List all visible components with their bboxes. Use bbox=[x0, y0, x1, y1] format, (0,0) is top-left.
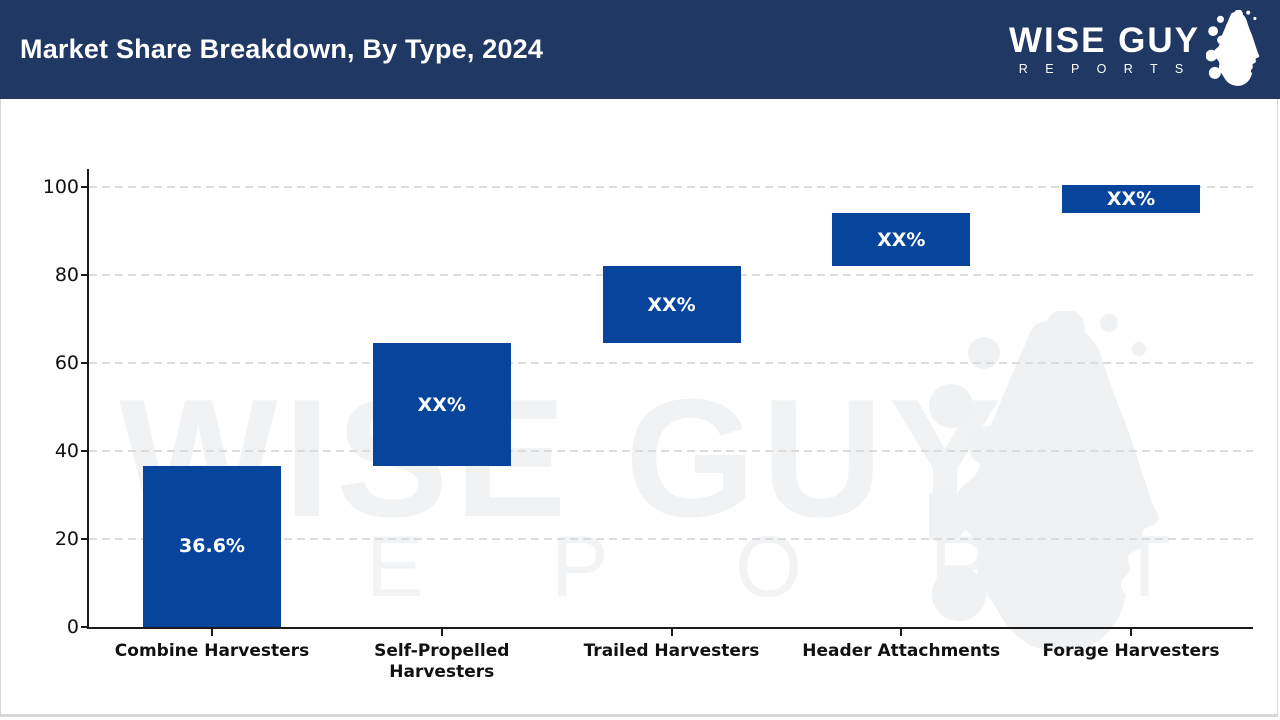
x-category-label-3: Header Attachments bbox=[802, 641, 1001, 661]
y-tick-label-100: 100 bbox=[42, 176, 79, 198]
bar-value-label-0: 36.6% bbox=[179, 535, 245, 558]
bar-value-label-3: XX% bbox=[877, 228, 926, 251]
brand-face-icon bbox=[1206, 9, 1260, 86]
x-tick-4 bbox=[1130, 629, 1132, 636]
y-tick-80 bbox=[81, 274, 89, 276]
gridline-20 bbox=[89, 538, 1253, 540]
page-title: Market Share Breakdown, By Type, 2024 bbox=[20, 34, 544, 64]
x-tick-1 bbox=[440, 629, 443, 636]
x-tick-3 bbox=[900, 629, 903, 636]
y-axis-line bbox=[87, 169, 89, 629]
y-tick-label-60: 60 bbox=[54, 352, 79, 374]
brand-name: WISE GUY bbox=[1008, 21, 1200, 61]
bar-value-label-1: XX% bbox=[417, 393, 466, 416]
y-tick-label-80: 80 bbox=[54, 264, 79, 286]
x-category-label-2: Trailed Harvesters bbox=[583, 641, 760, 661]
y-tick-60 bbox=[81, 362, 89, 364]
gridline-40 bbox=[89, 450, 1253, 452]
y-tick-40 bbox=[81, 450, 89, 452]
header-bar: Market Share Breakdown, By Type, 2024 WI… bbox=[0, 0, 1280, 99]
chart-panel: WISE GUY R E P O R T S 02040608010036.6%… bbox=[0, 99, 1280, 717]
bar-2 bbox=[602, 266, 741, 344]
x-tick-0 bbox=[211, 629, 213, 636]
bar-4 bbox=[1062, 184, 1200, 214]
watermark-face-icon bbox=[929, 311, 1159, 653]
x-category-label-0: Combine Harvesters bbox=[114, 641, 310, 661]
gridline-100 bbox=[89, 186, 1253, 188]
bar-1 bbox=[372, 343, 511, 466]
y-tick-20 bbox=[81, 538, 89, 540]
brand-text: WISE GUY R E P O R T S bbox=[1009, 23, 1200, 76]
bar-0 bbox=[143, 465, 281, 627]
bar-value-label-2: XX% bbox=[647, 293, 696, 316]
y-tick-0 bbox=[81, 626, 89, 628]
brand-logo: WISE GUY R E P O R T S bbox=[1009, 9, 1280, 90]
y-tick-100 bbox=[81, 186, 89, 188]
brand-subtitle: R E P O R T S bbox=[1018, 62, 1191, 77]
x-category-label-1: Self-Propelled Harvesters bbox=[374, 641, 510, 683]
bar-3 bbox=[832, 213, 971, 267]
y-tick-label-20: 20 bbox=[54, 528, 79, 550]
x-axis-line bbox=[87, 627, 1253, 629]
gridline-60 bbox=[89, 362, 1253, 364]
x-category-label-4: Forage Harvesters bbox=[1042, 641, 1220, 661]
bar-value-label-4: XX% bbox=[1106, 188, 1156, 211]
y-tick-label-0: 0 bbox=[66, 616, 79, 638]
x-tick-2 bbox=[670, 629, 673, 636]
y-tick-label-40: 40 bbox=[54, 440, 79, 462]
